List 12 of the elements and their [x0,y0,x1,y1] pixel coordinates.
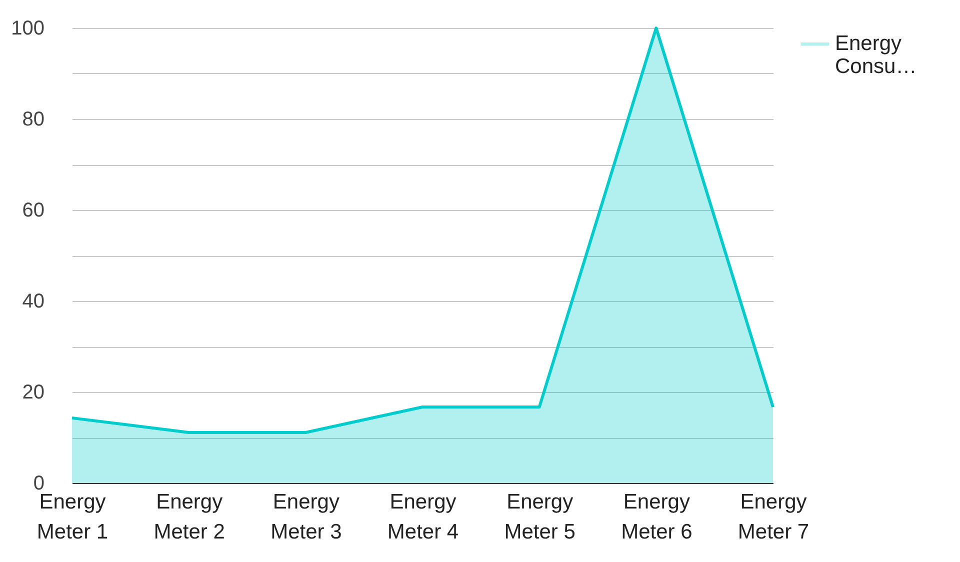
y-tick-label: 40 [22,290,44,312]
y-tick-label: 100 [11,18,44,40]
y-tick-label: 20 [22,382,44,404]
legend-label: Energy Consu… [835,32,917,78]
y-tick-label: 80 [22,108,44,130]
x-tick-label: Energy Meter 5 [504,490,576,544]
x-tick-label: Energy Meter 4 [387,490,459,544]
x-tick-label: Energy Meter 7 [738,490,810,544]
x-tick-label: Energy Meter 3 [270,490,342,544]
x-tick-label: Energy Meter 2 [154,490,225,544]
y-tick-label: 60 [22,200,44,222]
x-tick-label: Energy Meter 6 [621,490,692,544]
